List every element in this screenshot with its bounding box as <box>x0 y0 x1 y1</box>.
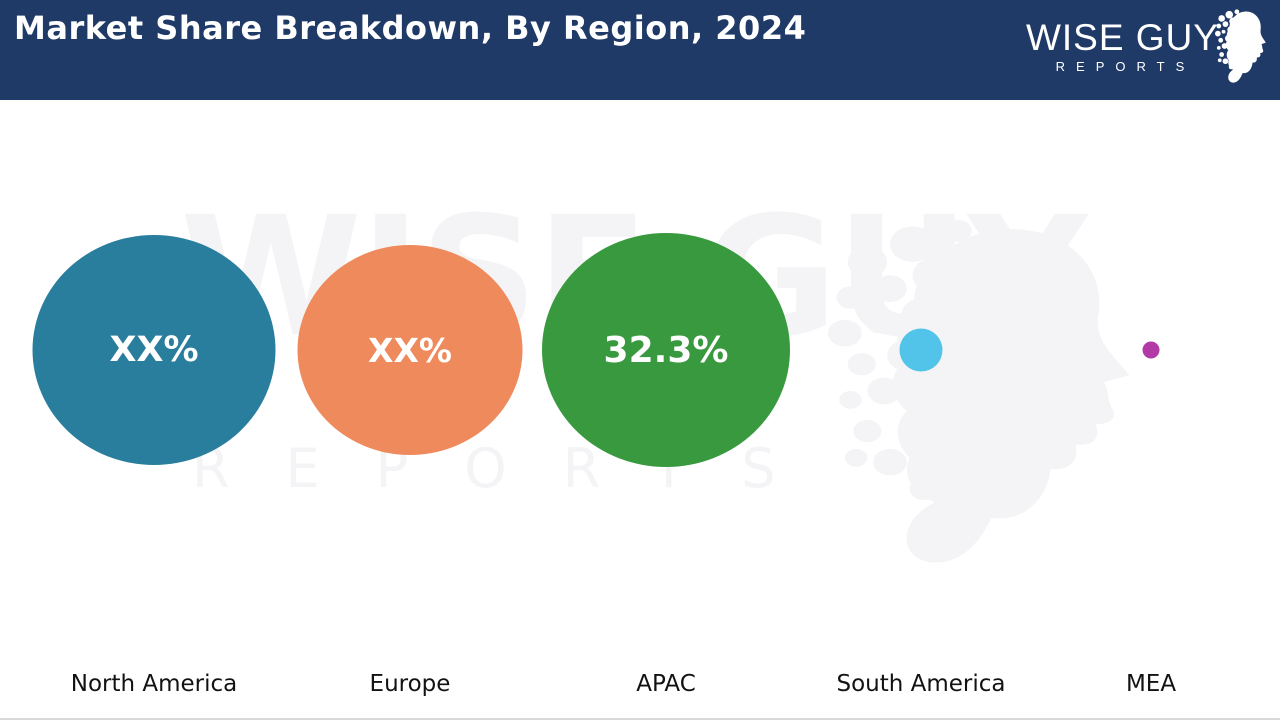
bubble-value-north-america: XX% <box>109 330 199 370</box>
bubble-apac: 32.3% <box>542 233 790 467</box>
region-label-north-america: North America <box>70 671 238 697</box>
bubble-north-america: XX% <box>32 235 276 465</box>
bubble-europe: XX% <box>297 245 523 455</box>
region-label-mea: MEA <box>1125 671 1177 697</box>
brand-name: WISE GUY <box>1025 16 1219 58</box>
header: Market Share Breakdown, By Region, 2024 … <box>0 0 1280 100</box>
brand-subtitle: REPORTS <box>1055 59 1196 75</box>
brand-logo: WISE GUY REPORTS <box>1026 8 1272 84</box>
page-title: Market Share Breakdown, By Region, 2024 <box>14 9 807 47</box>
brand-text: WISE GUY REPORTS <box>1025 16 1219 75</box>
bubble-value-europe: XX% <box>368 330 452 370</box>
bubble-mea <box>1142 341 1160 359</box>
region-label-south-america: South America <box>836 671 1006 697</box>
region-label-apac: APAC <box>636 671 696 697</box>
region-label-europe: Europe <box>369 671 451 697</box>
bubble-value-apac: 32.3% <box>603 329 729 371</box>
